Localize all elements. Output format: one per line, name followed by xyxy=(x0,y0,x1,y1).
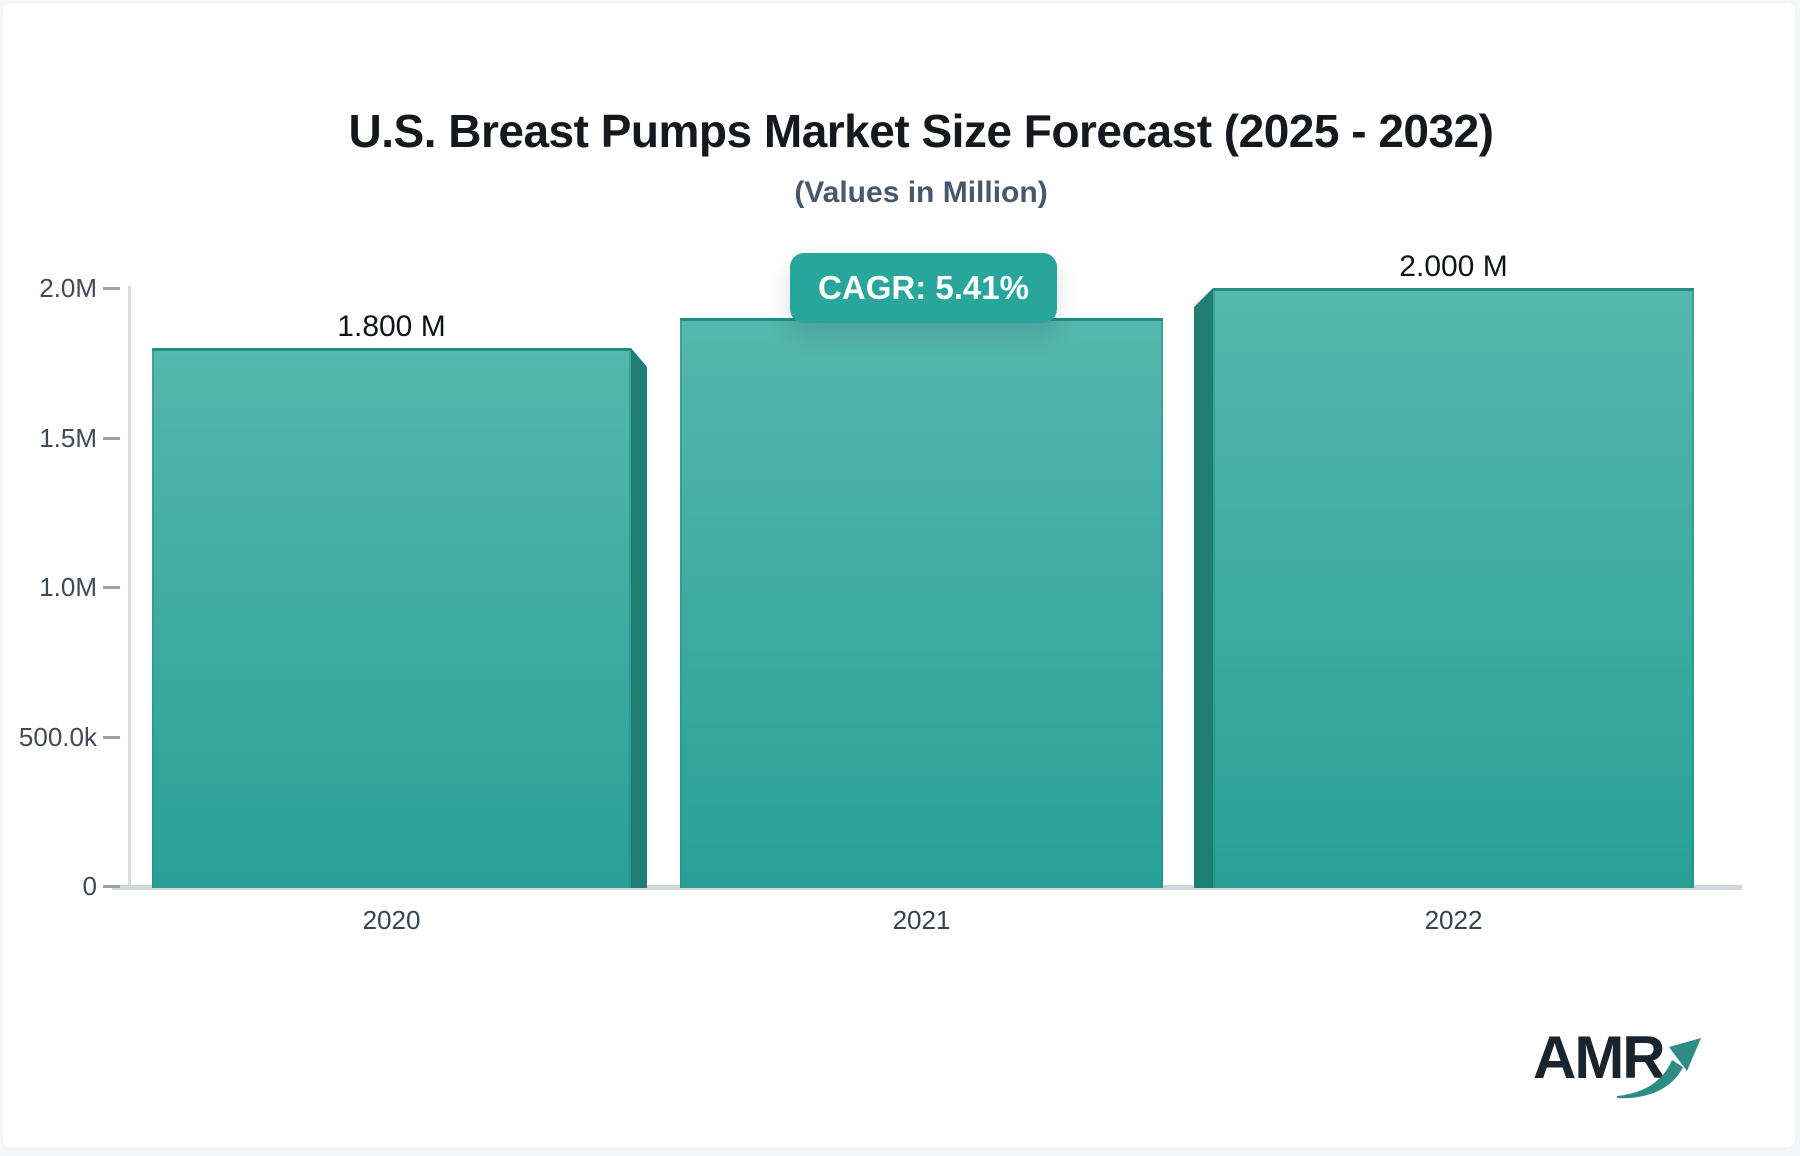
bar-value-label: 2.000 M xyxy=(1399,250,1508,283)
bar-side-panel xyxy=(631,348,647,888)
y-axis-tick-label: 1.5M xyxy=(39,422,97,453)
x-axis-label: 2020 xyxy=(362,905,421,935)
cagr-badge: CAGR: 5.41% xyxy=(790,253,1057,323)
amr-logo: AMR xyxy=(1533,1028,1733,1118)
growth-arrow-icon xyxy=(1617,1038,1701,1099)
x-axis-label: 2021 xyxy=(892,905,951,935)
chart-subtitle: (Values in Million) xyxy=(794,176,1048,209)
y-axis-tick-label: 2.0M xyxy=(39,273,97,303)
y-axis-tick-mark xyxy=(103,436,120,440)
y-axis-tick-label: 0 xyxy=(82,871,97,901)
y-axis-line xyxy=(128,286,131,888)
y-axis-tick-mark xyxy=(103,287,120,290)
bar-2020[interactable] xyxy=(152,348,631,888)
x-axis-label: 2022 xyxy=(1424,905,1483,935)
chart-title: U.S. Breast Pumps Market Size Forecast (… xyxy=(348,105,1494,157)
bar-side-panel xyxy=(1194,288,1213,888)
y-axis-tick-mark xyxy=(103,735,120,739)
cagr-badge-label: CAGR: 5.41% xyxy=(818,269,1029,306)
bar-value-label: 1.800 M xyxy=(337,310,446,343)
amr-logo-text: AMR xyxy=(1533,1024,1666,1091)
y-axis-tick-mark xyxy=(103,885,120,888)
y-axis-tick-label: 1.0M xyxy=(39,572,97,602)
bar-2022[interactable] xyxy=(1213,288,1694,888)
y-axis-tick-mark xyxy=(103,586,120,589)
bar-2021[interactable] xyxy=(680,318,1163,888)
y-axis-tick-label: 500.0k xyxy=(18,721,97,752)
